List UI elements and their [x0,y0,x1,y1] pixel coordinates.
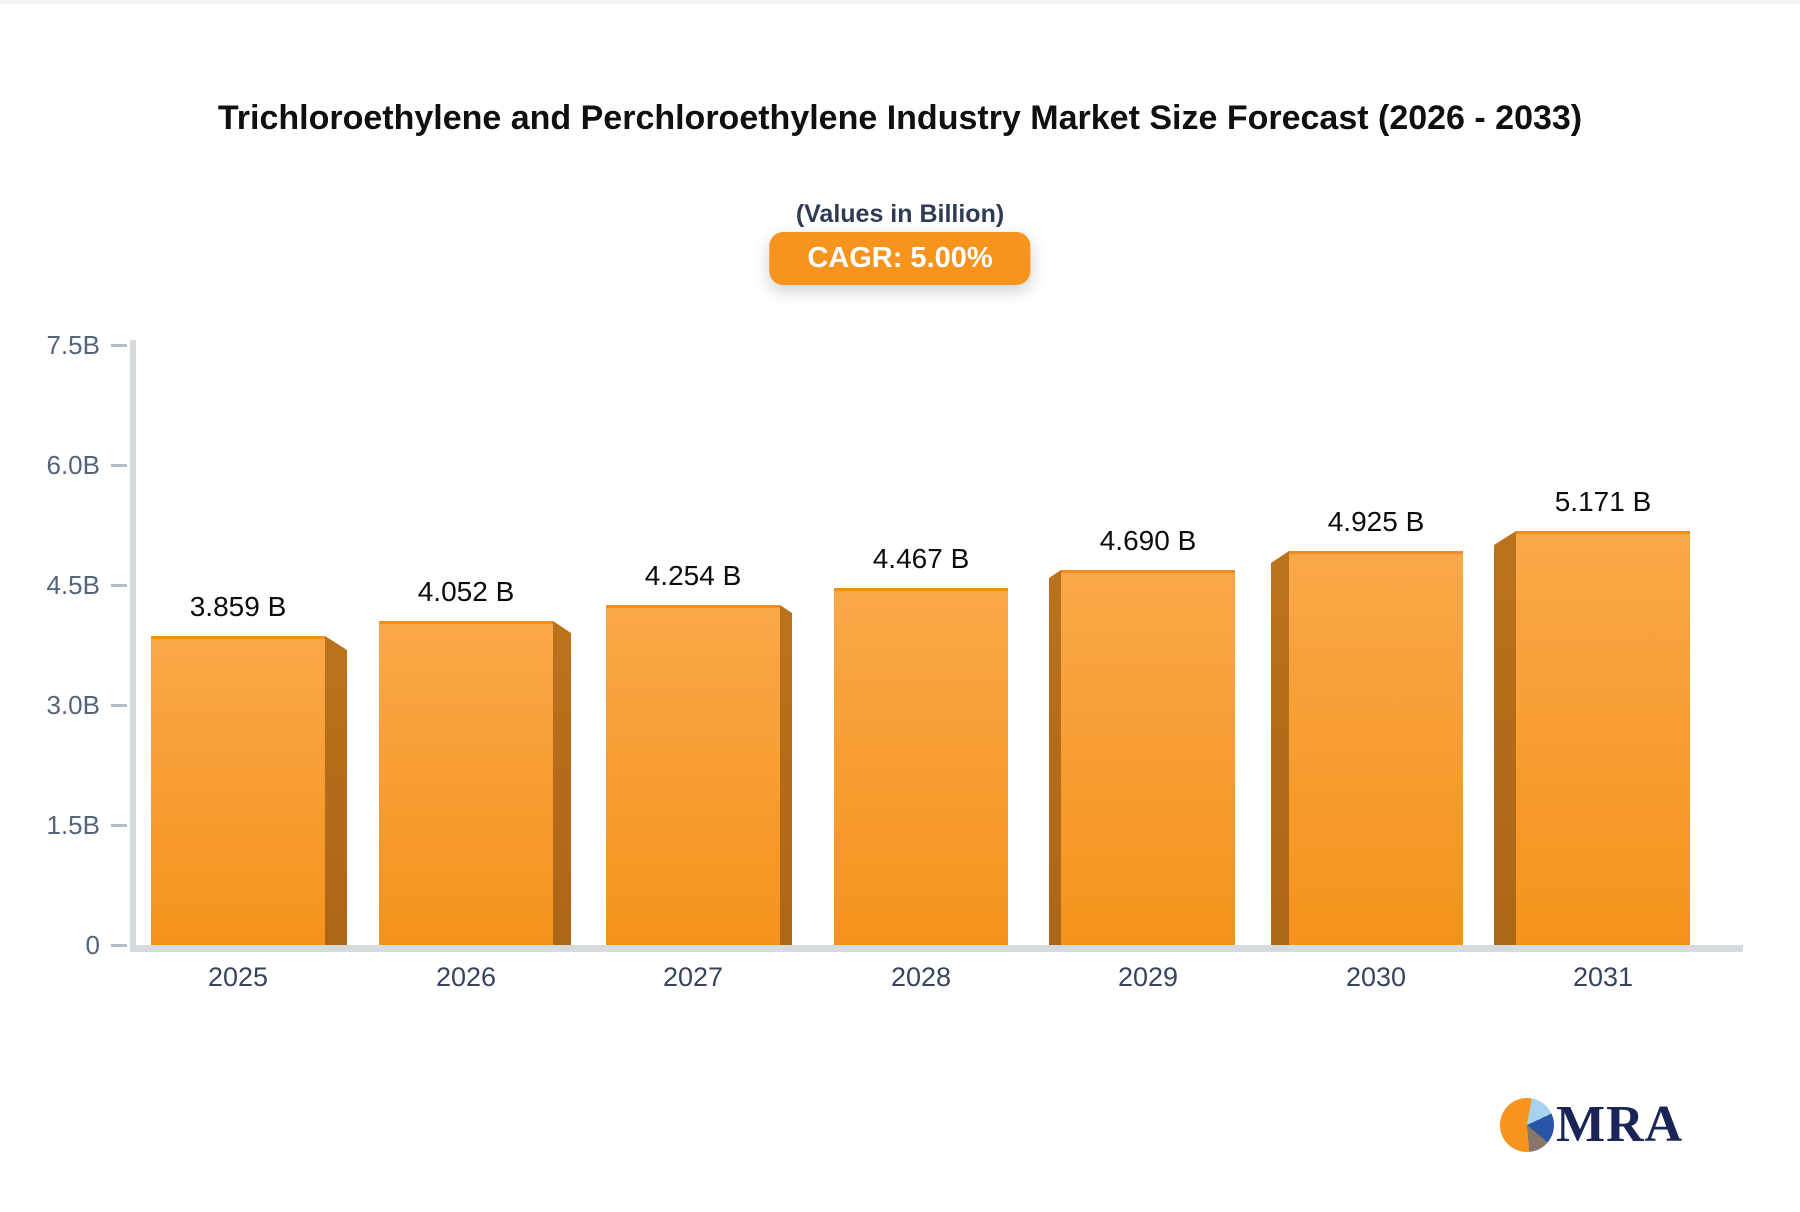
x-axis-label-2029: 2029 [1117,962,1179,992]
bar-2028 [834,588,1008,945]
bar-2025 [151,636,325,945]
y-tick-mark [111,344,127,347]
bar-2029 [1061,570,1235,945]
y-tick-label: 6.0B [46,450,101,480]
bar-value-label: 4.690 B [1099,525,1197,556]
bar-value-label: 5.171 B [1554,486,1652,517]
bar-2030 [1289,551,1463,945]
bar-3d-side [553,621,571,945]
y-tick-label: 3.0B [46,690,101,720]
bar-value-label: 4.925 B [1327,506,1425,537]
bar-3d-side [1494,531,1516,945]
bar-3d-side [1271,551,1289,945]
brand-logo: MRA [1500,1098,1683,1152]
pie-chart-logo-icon [1500,1098,1554,1152]
bar-3d-side [1049,570,1061,945]
chart-subtitle: (Values in Billion) [795,200,1005,228]
x-axis-line [130,945,1743,952]
y-axis-line [130,340,136,952]
x-axis-label-2026: 2026 [435,962,497,992]
x-axis-label-2027: 2027 [662,962,724,992]
y-tick-label: 7.5B [46,330,101,360]
brand-logo-text: MRA [1556,1096,1684,1153]
bar-3d-side [780,605,792,945]
y-tick-mark [111,464,127,467]
bar-value-label: 4.254 B [644,560,742,591]
y-tick-label: 0 [85,930,100,960]
bar-value-label: 3.859 B [189,591,287,622]
bar-3d-side [325,636,347,945]
bar-value-label: 4.052 B [417,576,515,607]
bar-value-label: 4.467 B [872,543,970,574]
y-tick-mark [111,944,127,947]
x-axis-label-2025: 2025 [207,962,269,992]
y-tick-mark [111,584,127,587]
y-tick-label: 4.5B [46,570,101,600]
cagr-badge: CAGR: 5.00% [769,232,1031,285]
bar-2031 [1516,531,1690,945]
bar-2027 [606,605,780,945]
y-tick-mark [111,704,127,707]
x-axis-label-2028: 2028 [890,962,952,992]
x-axis-label-2031: 2031 [1572,962,1634,992]
bar-2026 [379,621,553,945]
chart-title: Trichloroethylene and Perchloroethylene … [217,99,1583,137]
y-tick-label: 1.5B [46,810,101,840]
x-axis-label-2030: 2030 [1345,962,1407,992]
y-tick-mark [111,824,127,827]
